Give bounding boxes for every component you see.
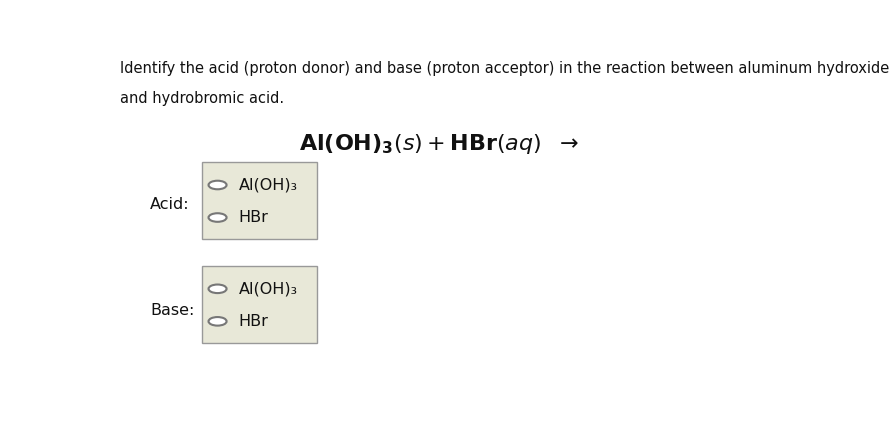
Text: Identify the acid (proton donor) and base (proton acceptor) in the reaction betw: Identify the acid (proton donor) and bas… — [120, 61, 890, 76]
Text: and hydrobromic acid.: and hydrobromic acid. — [120, 91, 284, 106]
FancyBboxPatch shape — [202, 265, 317, 343]
Circle shape — [209, 317, 227, 326]
Circle shape — [209, 181, 227, 189]
Text: Al(OH)₃: Al(OH)₃ — [238, 281, 297, 296]
Text: HBr: HBr — [238, 210, 268, 225]
Text: $\mathbf{Al(OH)}_{\mathbf{3}}\mathit{(s)}+\mathbf{HBr}\mathit{(aq)}$  $\rightarr: $\mathbf{Al(OH)}_{\mathbf{3}}\mathit{(s)… — [299, 132, 580, 156]
FancyBboxPatch shape — [202, 162, 317, 239]
Text: HBr: HBr — [238, 314, 268, 329]
Text: Base:: Base: — [151, 303, 194, 318]
Text: Al(OH)₃: Al(OH)₃ — [238, 178, 297, 193]
Circle shape — [209, 285, 227, 293]
Text: Acid:: Acid: — [151, 197, 190, 212]
Circle shape — [209, 213, 227, 222]
